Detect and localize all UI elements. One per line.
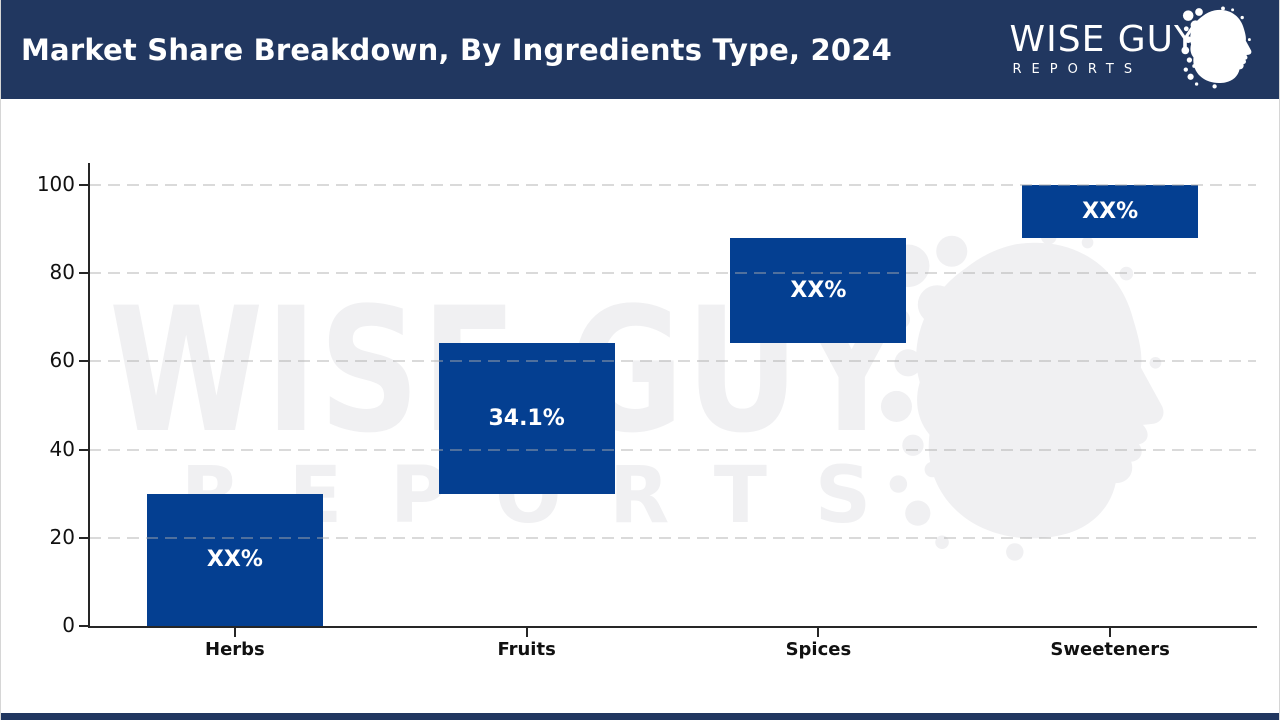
bar-herbs: XX% [146, 493, 323, 626]
header-bar: Market Share Breakdown, By Ingredients T… [1, 0, 1279, 99]
y-tick-0 [79, 625, 89, 627]
gridline-100 [89, 184, 1256, 186]
x-tick-0 [233, 628, 236, 637]
bar-value-label: XX% [206, 547, 263, 573]
x-tick-3 [1109, 628, 1112, 637]
logo-wordmark: WISE GUY [1009, 19, 1197, 60]
bar-value-label: XX% [1082, 198, 1139, 224]
bar-sweeteners: XX% [1022, 185, 1199, 238]
gridline-40 [89, 448, 1256, 451]
y-tick-20 [79, 536, 89, 539]
chart-plot-area: WISE GUY REPORTS 020406080100XX%Herbs34.… [1, 99, 1279, 713]
y-tick-label-40: 40 [49, 436, 75, 461]
y-tick-label-80: 80 [49, 260, 75, 285]
logo-head-icon [1181, 5, 1252, 89]
y-tick-label-0: 0 [62, 613, 75, 637]
gridline-60 [89, 360, 1256, 363]
gridline-20 [89, 536, 1256, 539]
footer-bar [1, 713, 1279, 720]
logo-subtext: REPORTS [1012, 62, 1143, 77]
bar-spices: XX% [730, 237, 907, 344]
x-axis-spine [88, 626, 1257, 628]
x-axis-label-sweeteners: Sweeteners [1050, 639, 1170, 660]
bar-value-label: XX% [790, 278, 847, 304]
x-axis-label-fruits: Fruits [497, 639, 556, 660]
bar-fruits: 34.1% [438, 343, 615, 494]
y-axis-spine [88, 163, 90, 628]
y-tick-label-100: 100 [36, 172, 75, 196]
chart-title: Market Share Breakdown, By Ingredients T… [21, 32, 892, 67]
y-tick-100 [79, 184, 89, 186]
brand-logo: WISE GUY REPORTS [1009, 5, 1254, 90]
x-tick-2 [817, 628, 820, 637]
y-tick-label-60: 60 [49, 348, 75, 373]
bar-value-label: 34.1% [488, 406, 565, 431]
y-tick-label-20: 20 [49, 524, 75, 549]
x-tick-1 [525, 628, 528, 637]
y-tick-80 [79, 272, 89, 275]
gridline-80 [89, 272, 1256, 275]
y-tick-40 [79, 448, 89, 451]
y-tick-60 [79, 360, 89, 363]
x-axis-label-spices: Spices [785, 639, 852, 660]
watermark-head-icon [880, 228, 1164, 561]
x-axis-label-herbs: Herbs [205, 639, 265, 660]
